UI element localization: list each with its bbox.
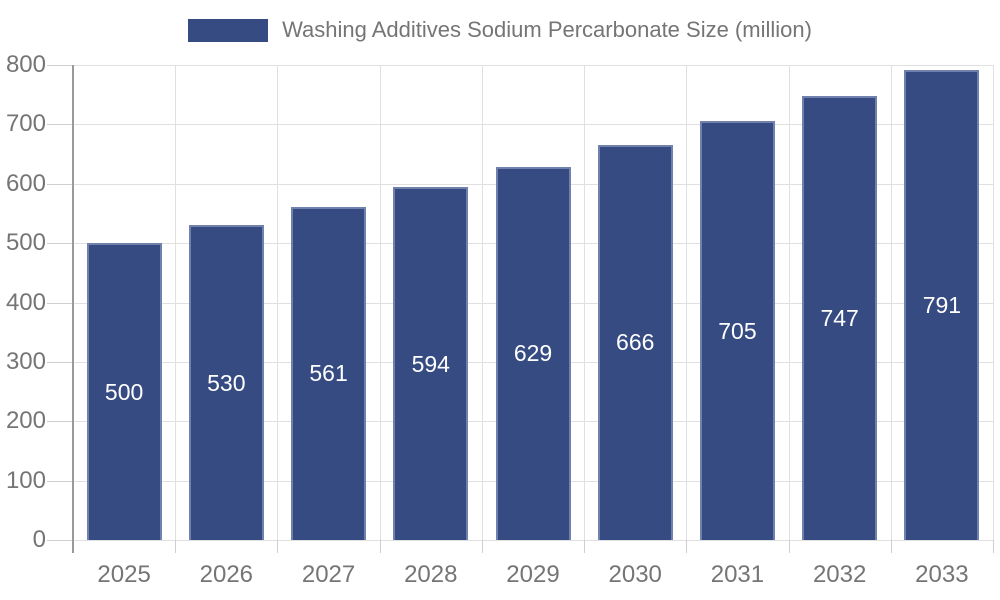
- x-gridline: [379, 65, 381, 540]
- x-axis-tick: [584, 540, 586, 553]
- x-gridline: [175, 65, 177, 540]
- y-axis-tick: [47, 302, 73, 304]
- x-axis-label-2030: 2030: [608, 561, 662, 588]
- x-axis-tick: [175, 540, 177, 553]
- bar-2025[interactable]: [86, 243, 162, 540]
- bar-2028[interactable]: [393, 187, 469, 540]
- y-axis-label: 400: [5, 288, 46, 316]
- x-axis-label-2027: 2027: [301, 561, 356, 588]
- x-gridline: [686, 65, 688, 540]
- y-axis-tick: [47, 480, 73, 482]
- x-gridline: [481, 65, 483, 540]
- bar-2032[interactable]: [802, 96, 878, 540]
- x-axis-label-2031: 2031: [710, 561, 765, 588]
- bar-2031[interactable]: [699, 121, 775, 540]
- y-axis-tick: [47, 243, 73, 245]
- x-axis-label-2025: 2025: [97, 561, 151, 588]
- x-axis-tick: [379, 540, 381, 553]
- bar-value-label: 530: [207, 369, 246, 396]
- x-gridline: [993, 65, 994, 540]
- y-axis-label: 800: [5, 51, 46, 78]
- x-axis-tick: [890, 540, 892, 553]
- bar-value-label: 629: [513, 340, 553, 367]
- bar-value-label: 594: [411, 350, 450, 377]
- legend-label[interactable]: Washing Additives Sodium Percarbonate Si…: [282, 17, 812, 42]
- y-axis-label: 500: [5, 229, 46, 257]
- x-gridline: [890, 65, 892, 540]
- y-axis-label: 700: [5, 110, 46, 138]
- x-axis-label-2032: 2032: [812, 561, 867, 588]
- y-axis-tick: [47, 421, 73, 423]
- y-axis-line: [72, 65, 74, 553]
- x-gridline: [277, 65, 279, 540]
- x-axis-tick: [481, 540, 483, 553]
- y-axis-label: 600: [5, 169, 46, 197]
- y-axis-tick: [47, 124, 73, 126]
- bar-value-label: 666: [616, 329, 655, 356]
- bar-2030[interactable]: [597, 144, 673, 540]
- x-axis-tick: [788, 540, 790, 553]
- y-axis-tick: [47, 361, 73, 363]
- x-axis-tick: [277, 540, 279, 553]
- bar-value-label: 561: [309, 360, 348, 387]
- y-gridline: [73, 65, 993, 66]
- bar-2026[interactable]: [188, 225, 264, 540]
- y-axis-tick: [47, 540, 73, 541]
- y-axis-tick: [47, 65, 73, 66]
- legend: Washing Additives Sodium Percarbonate Si…: [0, 17, 1000, 43]
- x-gridline: [788, 65, 790, 540]
- x-axis-label-2028: 2028: [404, 561, 458, 588]
- y-gridline: [73, 540, 993, 541]
- y-axis-tick: [47, 183, 73, 185]
- x-axis-label-2033: 2033: [915, 561, 969, 588]
- bar-2029[interactable]: [495, 166, 571, 540]
- y-gridline: [73, 124, 993, 126]
- bar-value-label: 705: [718, 317, 757, 344]
- bar-value-label: 791: [922, 292, 962, 319]
- x-axis-label-2029: 2029: [506, 561, 560, 588]
- x-axis-tick: [686, 540, 688, 553]
- y-axis-label: 100: [5, 466, 46, 494]
- x-gridline: [584, 65, 586, 540]
- y-axis-label: 300: [5, 347, 46, 375]
- legend-swatch[interactable]: [188, 18, 269, 42]
- bar-2027[interactable]: [291, 206, 367, 540]
- y-axis-label: 200: [5, 407, 46, 435]
- bar-value-label: 747: [820, 305, 859, 332]
- x-axis-tick: [993, 540, 994, 553]
- bar-value-label: 500: [104, 378, 144, 405]
- x-axis-label-2026: 2026: [199, 561, 254, 588]
- bar-2033[interactable]: [904, 70, 980, 540]
- y-axis-label: 0: [32, 526, 46, 553]
